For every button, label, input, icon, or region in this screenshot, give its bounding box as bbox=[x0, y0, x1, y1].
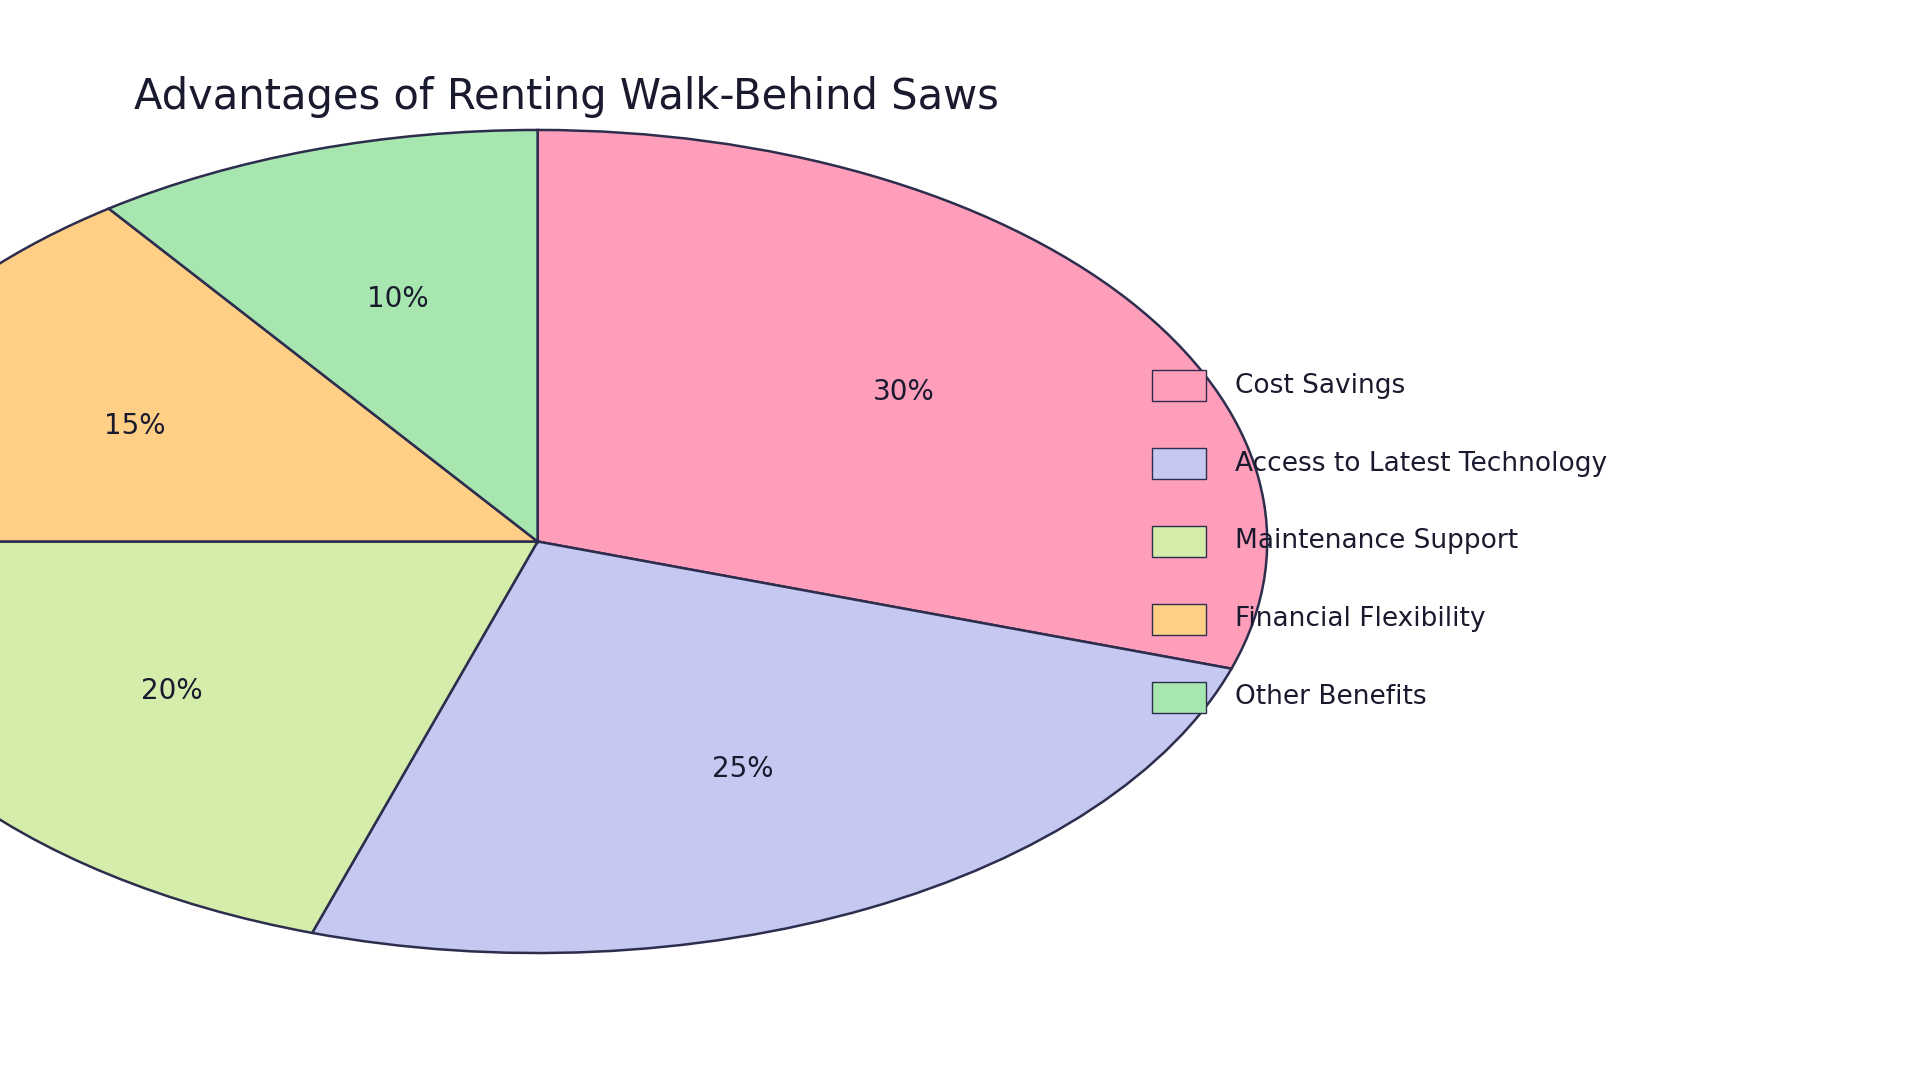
Text: Access to Latest Technology: Access to Latest Technology bbox=[1235, 451, 1607, 477]
Text: 10%: 10% bbox=[367, 285, 428, 313]
Wedge shape bbox=[109, 130, 538, 542]
Wedge shape bbox=[0, 542, 538, 932]
Text: 25%: 25% bbox=[712, 755, 774, 783]
Wedge shape bbox=[313, 542, 1231, 953]
Bar bbox=[1152, 370, 1206, 401]
Bar bbox=[1152, 448, 1206, 479]
Text: 15%: 15% bbox=[104, 412, 165, 440]
Text: 30%: 30% bbox=[874, 378, 935, 405]
Text: Financial Flexibility: Financial Flexibility bbox=[1235, 606, 1484, 632]
Bar bbox=[1152, 526, 1206, 557]
Text: 20%: 20% bbox=[140, 678, 202, 705]
Bar bbox=[1152, 682, 1206, 713]
Wedge shape bbox=[0, 209, 538, 542]
Text: Other Benefits: Other Benefits bbox=[1235, 684, 1427, 710]
Text: Maintenance Support: Maintenance Support bbox=[1235, 529, 1517, 554]
Text: Cost Savings: Cost Savings bbox=[1235, 373, 1405, 399]
Text: Advantages of Renting Walk-Behind Saws: Advantages of Renting Walk-Behind Saws bbox=[134, 76, 998, 118]
Wedge shape bbox=[538, 130, 1267, 668]
Bar bbox=[1152, 604, 1206, 635]
